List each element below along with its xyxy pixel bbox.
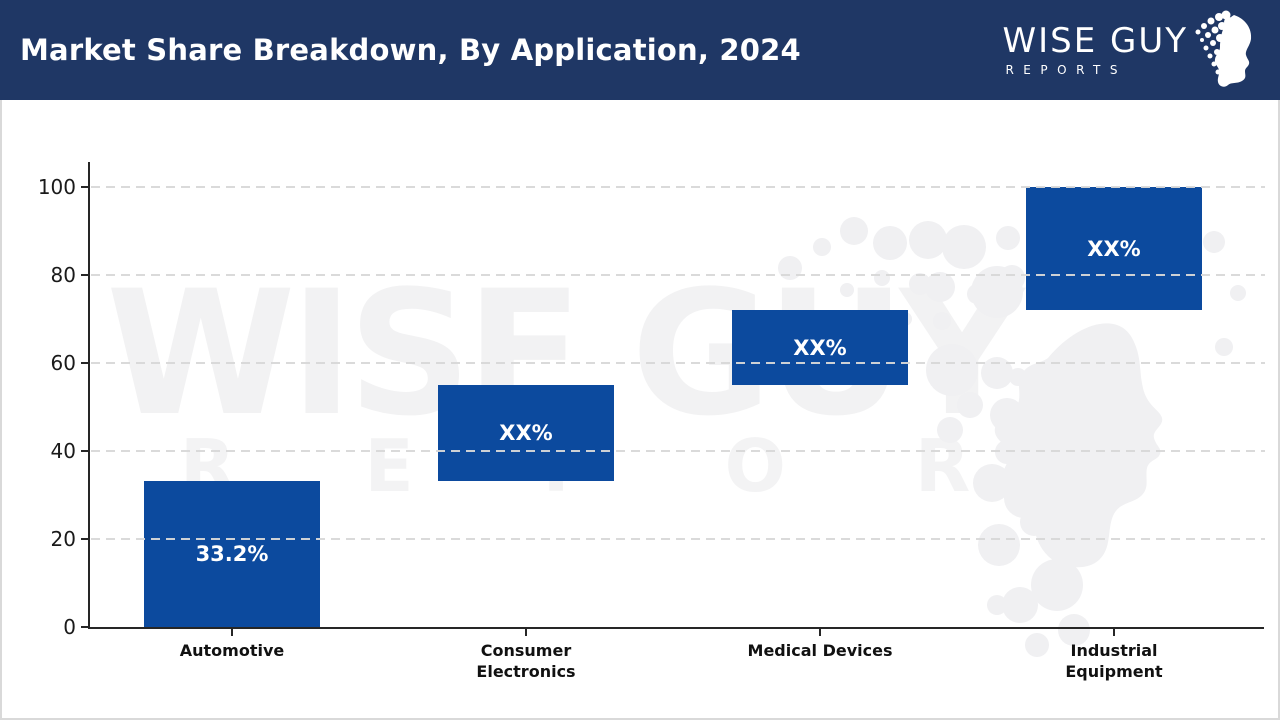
- x-tick-industrial-equipment: [1113, 629, 1115, 636]
- x-tick-consumer-electronics: [525, 629, 527, 636]
- chart-panel: WISE GUY R E P O R T S 0 20 40 60 80 100 33.2%…: [0, 100, 1280, 720]
- y-tick-20: [81, 538, 88, 540]
- gridline-40: [91, 450, 1265, 452]
- waterfall-chart: 0 20 40 60 80 100 33.2% XX% XX% XX% Automotive Cons…: [2, 100, 1278, 716]
- bar-label-industrial-equipment: XX%: [1087, 236, 1141, 261]
- page-title: Market Share Breakdown, By Application, …: [20, 33, 801, 67]
- y-tick-60: [81, 362, 88, 364]
- y-tick-40: [81, 450, 88, 452]
- x-axis-line: [88, 627, 1264, 629]
- y-tick-label-20: 20: [50, 527, 76, 551]
- y-tick-0: [81, 626, 88, 628]
- y-tick-label-80: 80: [50, 263, 76, 287]
- gridline-60: [91, 362, 1265, 364]
- y-axis-line: [88, 162, 90, 629]
- x-label-consumer-electronics: Consumer Electronics: [476, 641, 576, 681]
- y-tick-label-40: 40: [50, 439, 76, 463]
- x-tick-automotive: [231, 629, 233, 636]
- x-label-industrial-equipment: Industrial Equipment: [1065, 641, 1163, 681]
- bar-industrial-equipment: [1026, 187, 1202, 311]
- bar-label-medical-devices: XX%: [793, 335, 847, 360]
- gridline-20: [91, 538, 1265, 540]
- y-tick-label-0: 0: [63, 615, 76, 639]
- gridline-80: [91, 274, 1265, 276]
- wiseguy-logo: WISE GUY REPORTS: [1002, 10, 1258, 90]
- logo-wordmark: WISE GUY: [1002, 20, 1188, 61]
- logo-text: WISE GUY REPORTS: [1002, 24, 1188, 77]
- y-tick-100: [81, 186, 88, 188]
- bar-medical-devices: [732, 310, 908, 385]
- gridline-100: [91, 186, 1265, 188]
- x-label-medical-devices: Medical Devices: [747, 641, 893, 660]
- y-tick-80: [81, 274, 88, 276]
- x-label-automotive: Automotive: [179, 641, 285, 660]
- logo-head-icon: [1195, 10, 1252, 87]
- bar-label-automotive: 33.2%: [195, 541, 269, 566]
- logo-subtext: REPORTS: [1005, 62, 1127, 77]
- y-tick-label-100: 100: [37, 175, 76, 199]
- bar-consumer-electronics: [438, 385, 614, 481]
- header-bar: Market Share Breakdown, By Application, …: [0, 0, 1280, 100]
- x-tick-medical-devices: [819, 629, 821, 636]
- bar-automotive: [144, 480, 320, 627]
- watermark-dots-head-pattern: [778, 217, 1246, 657]
- bar-label-consumer-electronics: XX%: [499, 420, 553, 445]
- y-tick-label-60: 60: [50, 351, 76, 375]
